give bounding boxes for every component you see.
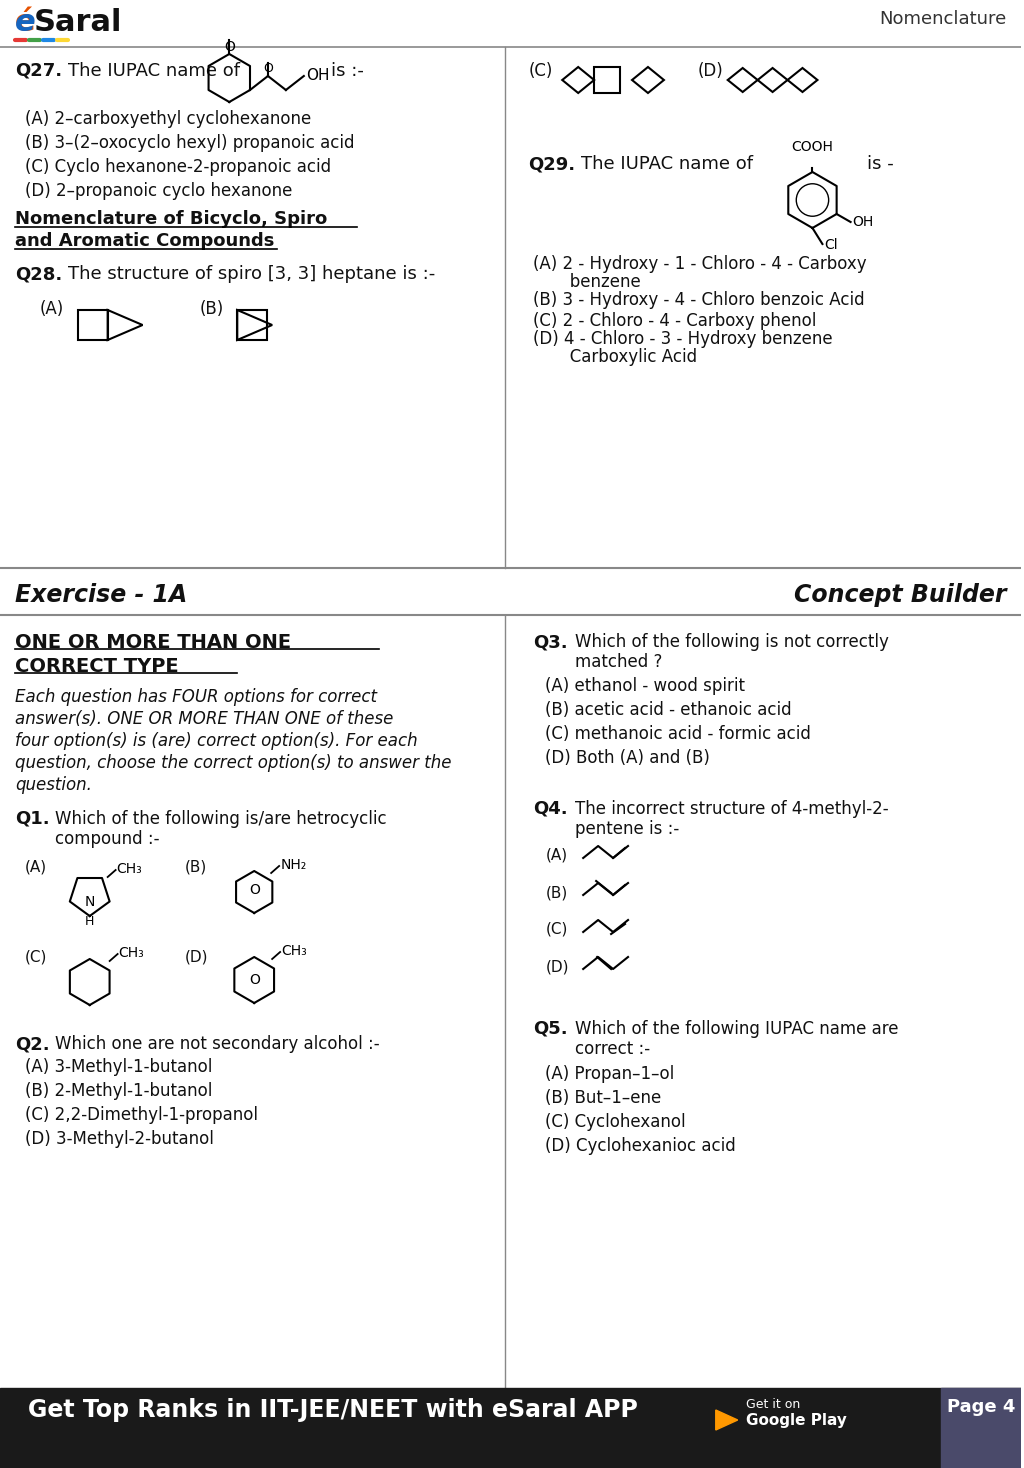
Text: CH₃: CH₃ (282, 944, 307, 959)
Text: (D) 3-Methyl-2-butanol: (D) 3-Methyl-2-butanol (25, 1130, 214, 1148)
Text: The IUPAC name of: The IUPAC name of (68, 62, 240, 79)
Text: Q28.: Q28. (15, 266, 62, 283)
Text: NH₂: NH₂ (281, 857, 306, 872)
Text: (C) Cyclo hexanone-2-propanoic acid: (C) Cyclo hexanone-2-propanoic acid (25, 159, 331, 176)
Text: matched ?: matched ? (575, 653, 663, 671)
Text: Page 4: Page 4 (947, 1398, 1015, 1417)
Text: Google Play: Google Play (745, 1414, 847, 1428)
Text: CORRECT TYPE: CORRECT TYPE (15, 658, 178, 675)
Text: The IUPAC name of: The IUPAC name of (582, 156, 754, 173)
Text: (A) ethanol - wood spirit: (A) ethanol - wood spirit (546, 677, 745, 694)
Text: (B): (B) (200, 299, 223, 319)
Text: COOH: COOH (792, 139, 834, 154)
Text: is -: is - (867, 156, 894, 173)
Text: (D): (D) (546, 959, 568, 973)
Text: N: N (85, 895, 95, 909)
Text: (A): (A) (40, 299, 65, 319)
Text: question.: question. (15, 777, 92, 794)
Text: O: O (249, 973, 260, 986)
Text: (A) 2–carboxyethyl cyclohexanone: (A) 2–carboxyethyl cyclohexanone (25, 110, 311, 128)
Text: (D) Cyclohexanioc acid: (D) Cyclohexanioc acid (546, 1138, 736, 1155)
Text: (A) 2 - Hydroxy - 1 - Chloro - 4 - Carboxy: (A) 2 - Hydroxy - 1 - Chloro - 4 - Carbo… (534, 255, 867, 273)
Text: CH₃: CH₃ (119, 945, 144, 960)
Text: question, choose the correct option(s) to answer the: question, choose the correct option(s) t… (15, 755, 452, 772)
Text: (B): (B) (546, 885, 567, 900)
Text: pentene is :-: pentene is :- (575, 821, 680, 838)
Text: (D): (D) (184, 950, 208, 964)
Text: Q5.: Q5. (534, 1020, 568, 1038)
Bar (941, 1389, 1021, 1468)
Text: (C) 2 - Chloro - 4 - Carboxy phenol: (C) 2 - Chloro - 4 - Carboxy phenol (534, 313, 817, 330)
Text: (B): (B) (184, 860, 207, 875)
Text: Q29.: Q29. (528, 156, 575, 173)
Text: Get Top Ranks in IIT-JEE/NEET with eSaral APP: Get Top Ranks in IIT-JEE/NEET with eSara… (28, 1398, 638, 1422)
Text: (D): (D) (697, 62, 724, 79)
Polygon shape (716, 1409, 737, 1430)
Text: Which of the following IUPAC name are: Which of the following IUPAC name are (575, 1020, 899, 1038)
Text: O: O (224, 40, 234, 54)
Text: Q1.: Q1. (15, 810, 49, 828)
Text: The incorrect structure of 4-methyl-2-: The incorrect structure of 4-methyl-2- (575, 800, 889, 818)
Bar (78, 310, 108, 341)
Text: CH₃: CH₃ (117, 862, 142, 876)
Text: (D) 4 - Chloro - 3 - Hydroxy benzene: (D) 4 - Chloro - 3 - Hydroxy benzene (534, 330, 833, 348)
Text: Each question has FOUR options for correct: Each question has FOUR options for corre… (15, 688, 377, 706)
Text: Which of the following is/are hetrocyclic: Which of the following is/are hetrocycli… (55, 810, 386, 828)
Text: and Aromatic Compounds: and Aromatic Compounds (15, 232, 274, 250)
Text: H: H (85, 915, 94, 928)
Text: OH: OH (306, 69, 330, 84)
Text: Concept Builder: Concept Builder (795, 583, 1007, 606)
Text: (B) 3–(2–oxocyclo hexyl) propanoic acid: (B) 3–(2–oxocyclo hexyl) propanoic acid (25, 134, 354, 153)
Text: (B) 3 - Hydroxy - 4 - Chloro benzoic Acid: (B) 3 - Hydroxy - 4 - Chloro benzoic Aci… (534, 291, 865, 308)
Text: Q3.: Q3. (534, 633, 568, 650)
Text: (A) Propan–1–ol: (A) Propan–1–ol (546, 1064, 675, 1083)
Text: (C) methanoic acid - formic acid: (C) methanoic acid - formic acid (546, 725, 811, 743)
Text: Nomenclature: Nomenclature (880, 10, 1007, 28)
Text: four option(s) is (are) correct option(s). For each: four option(s) is (are) correct option(s… (15, 733, 418, 750)
Text: compound :-: compound :- (55, 829, 160, 849)
Text: Which one are not secondary alcohol :-: Which one are not secondary alcohol :- (55, 1035, 380, 1053)
Text: Saral: Saral (34, 7, 123, 37)
Text: (D) Both (A) and (B): (D) Both (A) and (B) (546, 749, 711, 766)
Bar (238, 310, 267, 341)
Text: Get it on: Get it on (745, 1398, 800, 1411)
Text: (B) But–1–ene: (B) But–1–ene (546, 1089, 662, 1107)
Text: correct :-: correct :- (575, 1039, 650, 1058)
Text: e: e (15, 7, 36, 37)
Text: (C): (C) (25, 950, 47, 964)
Bar (594, 68, 621, 92)
Text: Q27.: Q27. (15, 62, 62, 79)
Text: ONE OR MORE THAN ONE: ONE OR MORE THAN ONE (15, 633, 291, 652)
Text: Q2.: Q2. (15, 1035, 49, 1053)
Text: (C): (C) (546, 922, 567, 937)
Text: (A): (A) (546, 849, 567, 863)
Text: answer(s). ONE OR MORE THAN ONE of these: answer(s). ONE OR MORE THAN ONE of these (15, 711, 393, 728)
Text: Carboxylic Acid: Carboxylic Acid (534, 348, 697, 366)
Text: Exercise - 1A: Exercise - 1A (15, 583, 187, 606)
Text: (C): (C) (528, 62, 553, 79)
Bar (0, 1389, 1021, 1468)
Text: benzene: benzene (534, 273, 641, 291)
Text: (A) 3-Methyl-1-butanol: (A) 3-Methyl-1-butanol (25, 1058, 212, 1076)
Text: O: O (263, 62, 272, 75)
Text: Cl: Cl (824, 238, 838, 252)
Text: Which of the following is not correctly: Which of the following is not correctly (575, 633, 889, 650)
Text: O: O (249, 882, 260, 897)
Text: (A): (A) (25, 860, 47, 875)
Text: (C) Cyclohexanol: (C) Cyclohexanol (546, 1113, 686, 1130)
Text: is :-: is :- (331, 62, 364, 79)
Text: (B) 2-Methyl-1-butanol: (B) 2-Methyl-1-butanol (25, 1082, 212, 1100)
Text: (B) acetic acid - ethanoic acid: (B) acetic acid - ethanoic acid (546, 702, 792, 719)
Text: (D) 2–propanoic cyclo hexanone: (D) 2–propanoic cyclo hexanone (25, 182, 292, 200)
Text: Nomenclature of Bicyclo, Spiro: Nomenclature of Bicyclo, Spiro (15, 210, 328, 228)
Text: (C) 2,2-Dimethyl-1-propanol: (C) 2,2-Dimethyl-1-propanol (25, 1105, 258, 1124)
Text: The structure of spiro [3, 3] heptane is :-: The structure of spiro [3, 3] heptane is… (68, 266, 435, 283)
Text: Q4.: Q4. (534, 800, 568, 818)
Text: é: é (15, 7, 36, 37)
Text: OH: OH (853, 214, 873, 229)
